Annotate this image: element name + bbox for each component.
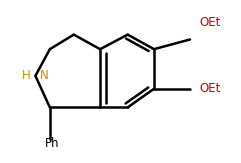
Text: H: H	[22, 69, 31, 82]
Text: OEt: OEt	[200, 82, 221, 95]
Text: N: N	[40, 69, 49, 82]
Text: Ph: Ph	[45, 137, 60, 150]
Text: OEt: OEt	[200, 16, 221, 29]
